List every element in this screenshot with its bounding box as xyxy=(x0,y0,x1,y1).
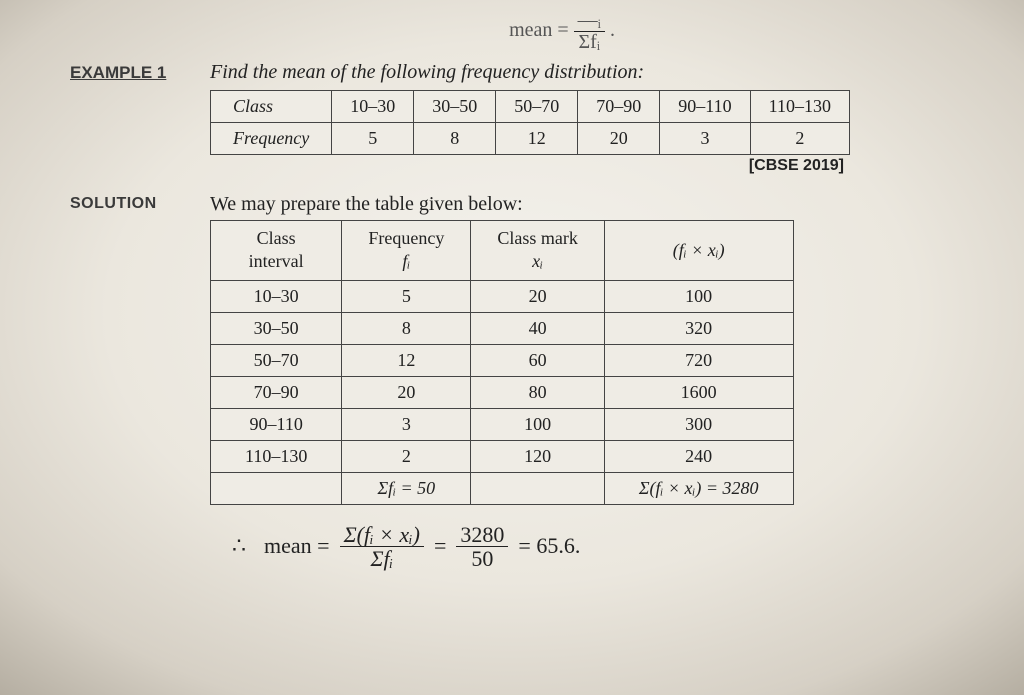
table-header-row: Class interval Frequency fᵢ Class mark x… xyxy=(211,221,794,281)
table-row: 50–70 12 60 720 xyxy=(211,344,794,376)
row-label: Class xyxy=(211,91,332,123)
freq-cell: 2 xyxy=(750,123,849,155)
class-cell: 90–110 xyxy=(660,91,750,123)
table-row: 70–90 20 80 1600 xyxy=(211,376,794,408)
solution-body: We may prepare the table given below: Cl… xyxy=(210,193,794,570)
col-header-class: Class interval xyxy=(211,221,342,281)
example-table-wrap: Class 10–30 30–50 50–70 70–90 90–110 110… xyxy=(210,90,850,175)
empty-cell xyxy=(471,472,605,504)
fx-cell: 300 xyxy=(604,408,793,440)
f-cell: 20 xyxy=(342,376,471,408)
table-totals-row: Σfᵢ = 50 Σ(fᵢ × xᵢ) = 3280 xyxy=(211,472,794,504)
frac2-den: 50 xyxy=(456,547,508,570)
class-cell: 50–70 xyxy=(496,91,578,123)
freq-cell: 8 xyxy=(414,123,496,155)
f-cell: 12 xyxy=(342,344,471,376)
solution-table: Class interval Frequency fᵢ Class mark x… xyxy=(210,220,794,505)
table-row: 10–30 5 20 100 xyxy=(211,280,794,312)
x-cell: 40 xyxy=(471,312,605,344)
formula-fraction: —ᵢ Σfᵢ xyxy=(574,10,605,53)
example-body: Find the mean of the following frequency… xyxy=(210,61,850,175)
col-header-fx: (fᵢ × xᵢ) xyxy=(604,221,793,281)
final-formula: ∴ mean = Σ(fᵢ × xᵢ) Σfᵢ = 3280 50 = 65.6… xyxy=(232,523,794,570)
col-header-mark: Class mark xᵢ xyxy=(471,221,605,281)
solution-prompt: We may prepare the table given below: xyxy=(210,193,794,216)
source-tag: [CBSE 2019] xyxy=(749,157,850,175)
table-row: 90–110 3 100 300 xyxy=(211,408,794,440)
cls-cell: 70–90 xyxy=(211,376,342,408)
fx-cell: 100 xyxy=(604,280,793,312)
freq-cell: 12 xyxy=(496,123,578,155)
freq-cell: 20 xyxy=(578,123,660,155)
fraction-numeric: 3280 50 xyxy=(456,523,508,570)
f-cell: 8 xyxy=(342,312,471,344)
frac1-den: Σfᵢ xyxy=(340,547,424,570)
result-text: = 65.6. xyxy=(518,533,580,559)
row-label: Frequency xyxy=(211,123,332,155)
formula-den: Σfᵢ xyxy=(574,32,605,53)
example-row: EXAMPLE 1 Find the mean of the following… xyxy=(70,61,954,175)
equals-1: = xyxy=(434,533,446,559)
top-formula: mean = —ᵢ Σfᵢ . xyxy=(170,10,954,53)
x-cell: 20 xyxy=(471,280,605,312)
solution-label: SOLUTION xyxy=(70,193,210,213)
sum-fx-cell: Σ(fᵢ × xᵢ) = 3280 xyxy=(604,472,793,504)
cls-cell: 30–50 xyxy=(211,312,342,344)
sum-f-cell: Σfᵢ = 50 xyxy=(342,472,471,504)
formula-tail: . xyxy=(610,19,615,41)
class-cell: 70–90 xyxy=(578,91,660,123)
col-header-freq: Frequency fᵢ xyxy=(342,221,471,281)
frac1-num: Σ(fᵢ × xᵢ) xyxy=(340,523,424,547)
frac2-num: 3280 xyxy=(456,523,508,547)
cls-cell: 90–110 xyxy=(211,408,342,440)
fx-cell: 320 xyxy=(604,312,793,344)
empty-cell xyxy=(211,472,342,504)
f-cell: 5 xyxy=(342,280,471,312)
fraction-symbolic: Σ(fᵢ × xᵢ) Σfᵢ xyxy=(340,523,424,570)
formula-num: —ᵢ xyxy=(574,10,605,32)
table-row: Class 10–30 30–50 50–70 70–90 90–110 110… xyxy=(211,91,850,123)
x-cell: 60 xyxy=(471,344,605,376)
class-cell: 30–50 xyxy=(414,91,496,123)
therefore-symbol: ∴ xyxy=(232,533,246,559)
mean-lhs: mean = xyxy=(264,533,330,559)
cls-cell: 110–130 xyxy=(211,440,342,472)
x-cell: 120 xyxy=(471,440,605,472)
x-cell: 80 xyxy=(471,376,605,408)
table-row: Frequency 5 8 12 20 3 2 xyxy=(211,123,850,155)
f-cell: 3 xyxy=(342,408,471,440)
f-cell: 2 xyxy=(342,440,471,472)
freq-cell: 5 xyxy=(332,123,414,155)
example-prompt: Find the mean of the following frequency… xyxy=(210,61,850,84)
freq-cell: 3 xyxy=(660,123,750,155)
fx-cell: 1600 xyxy=(604,376,793,408)
page: mean = —ᵢ Σfᵢ . EXAMPLE 1 Find the mean … xyxy=(0,0,1024,570)
formula-lhs: mean = xyxy=(509,19,569,41)
table-row: 30–50 8 40 320 xyxy=(211,312,794,344)
fx-cell: 240 xyxy=(604,440,793,472)
cls-cell: 10–30 xyxy=(211,280,342,312)
solution-row: SOLUTION We may prepare the table given … xyxy=(70,193,954,570)
class-cell: 10–30 xyxy=(332,91,414,123)
example-label: EXAMPLE 1 xyxy=(70,61,210,83)
cls-cell: 50–70 xyxy=(211,344,342,376)
fx-cell: 720 xyxy=(604,344,793,376)
example-table: Class 10–30 30–50 50–70 70–90 90–110 110… xyxy=(210,90,850,155)
table-row: 110–130 2 120 240 xyxy=(211,440,794,472)
x-cell: 100 xyxy=(471,408,605,440)
class-cell: 110–130 xyxy=(750,91,849,123)
